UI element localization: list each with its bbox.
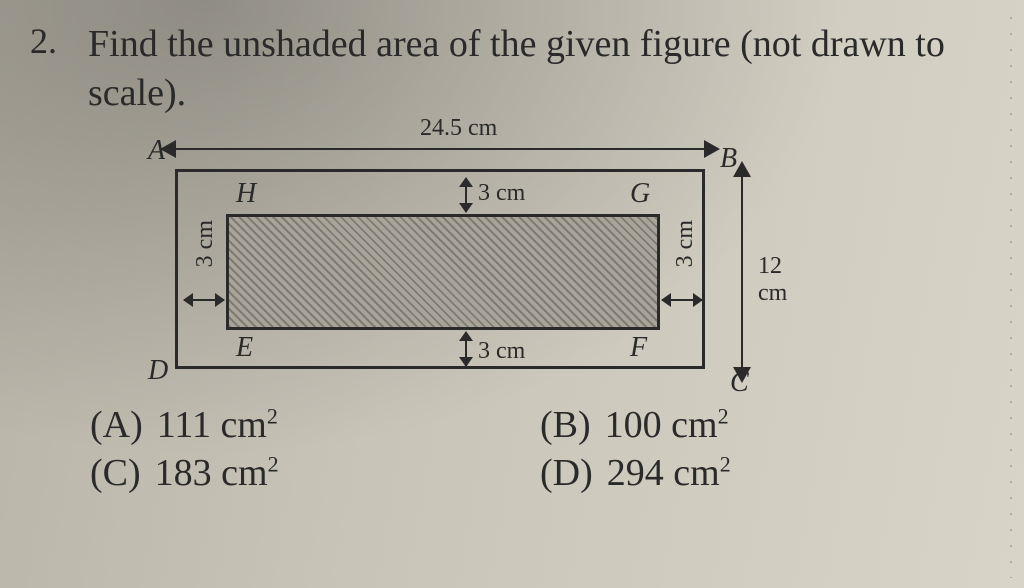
option-C-letter: (C) [90, 451, 141, 495]
option-D-value: 294 cm2 [607, 451, 731, 495]
option-A-value: 111 cm2 [157, 403, 278, 447]
option-C: (C) 183 cm2 [90, 451, 480, 495]
option-D-letter: (D) [540, 451, 593, 495]
gap-left-arrow [184, 292, 224, 308]
option-C-value: 183 cm2 [155, 451, 279, 495]
vertex-H: H [236, 178, 256, 210]
page: 2. Find the unshaded area of the given f… [0, 0, 1024, 515]
gap-left-label: 3 cm [192, 220, 219, 267]
options: (A) 111 cm2 (B) 100 cm2 (C) 183 cm2 (D) … [90, 403, 930, 495]
vertex-F: F [630, 332, 647, 364]
gap-right-arrow [662, 292, 702, 308]
gap-bottom-label: 3 cm [478, 338, 525, 365]
outer-rectangle: 3 cm 3 cm 3 cm 3 cm H G E F [175, 169, 705, 369]
inner-shaded-rectangle [226, 214, 660, 330]
vertex-E: E [236, 332, 253, 364]
gap-top-arrow [458, 178, 474, 212]
option-A-letter: (A) [90, 403, 143, 447]
option-B: (B) 100 cm2 [540, 403, 930, 447]
option-B-letter: (B) [540, 403, 591, 447]
option-A: (A) 111 cm2 [90, 403, 480, 447]
question-block: 2. Find the unshaded area of the given f… [30, 20, 984, 119]
question-text: Find the unshaded area of the given figu… [88, 20, 984, 119]
height-dimension-arrow [732, 163, 752, 381]
height-dimension-label: 12 cm [758, 253, 787, 307]
vertex-B: B [720, 143, 737, 175]
gap-bottom-arrow [458, 332, 474, 366]
option-D: (D) 294 cm2 [540, 451, 930, 495]
vertex-G: G [630, 178, 650, 210]
figure: 24.5 cm 12 cm 3 cm 3 cm 3 cm 3 cm H G E … [120, 133, 760, 393]
gap-right-label: 3 cm [672, 220, 699, 267]
question-number: 2. [30, 20, 70, 62]
width-dimension-arrow [162, 139, 718, 159]
vertex-C: C [730, 367, 749, 399]
gap-top-label: 3 cm [478, 180, 525, 207]
width-dimension-label: 24.5 cm [420, 115, 497, 142]
vertex-A: A [148, 135, 165, 167]
option-B-value: 100 cm2 [605, 403, 729, 447]
vertex-D: D [148, 355, 168, 387]
